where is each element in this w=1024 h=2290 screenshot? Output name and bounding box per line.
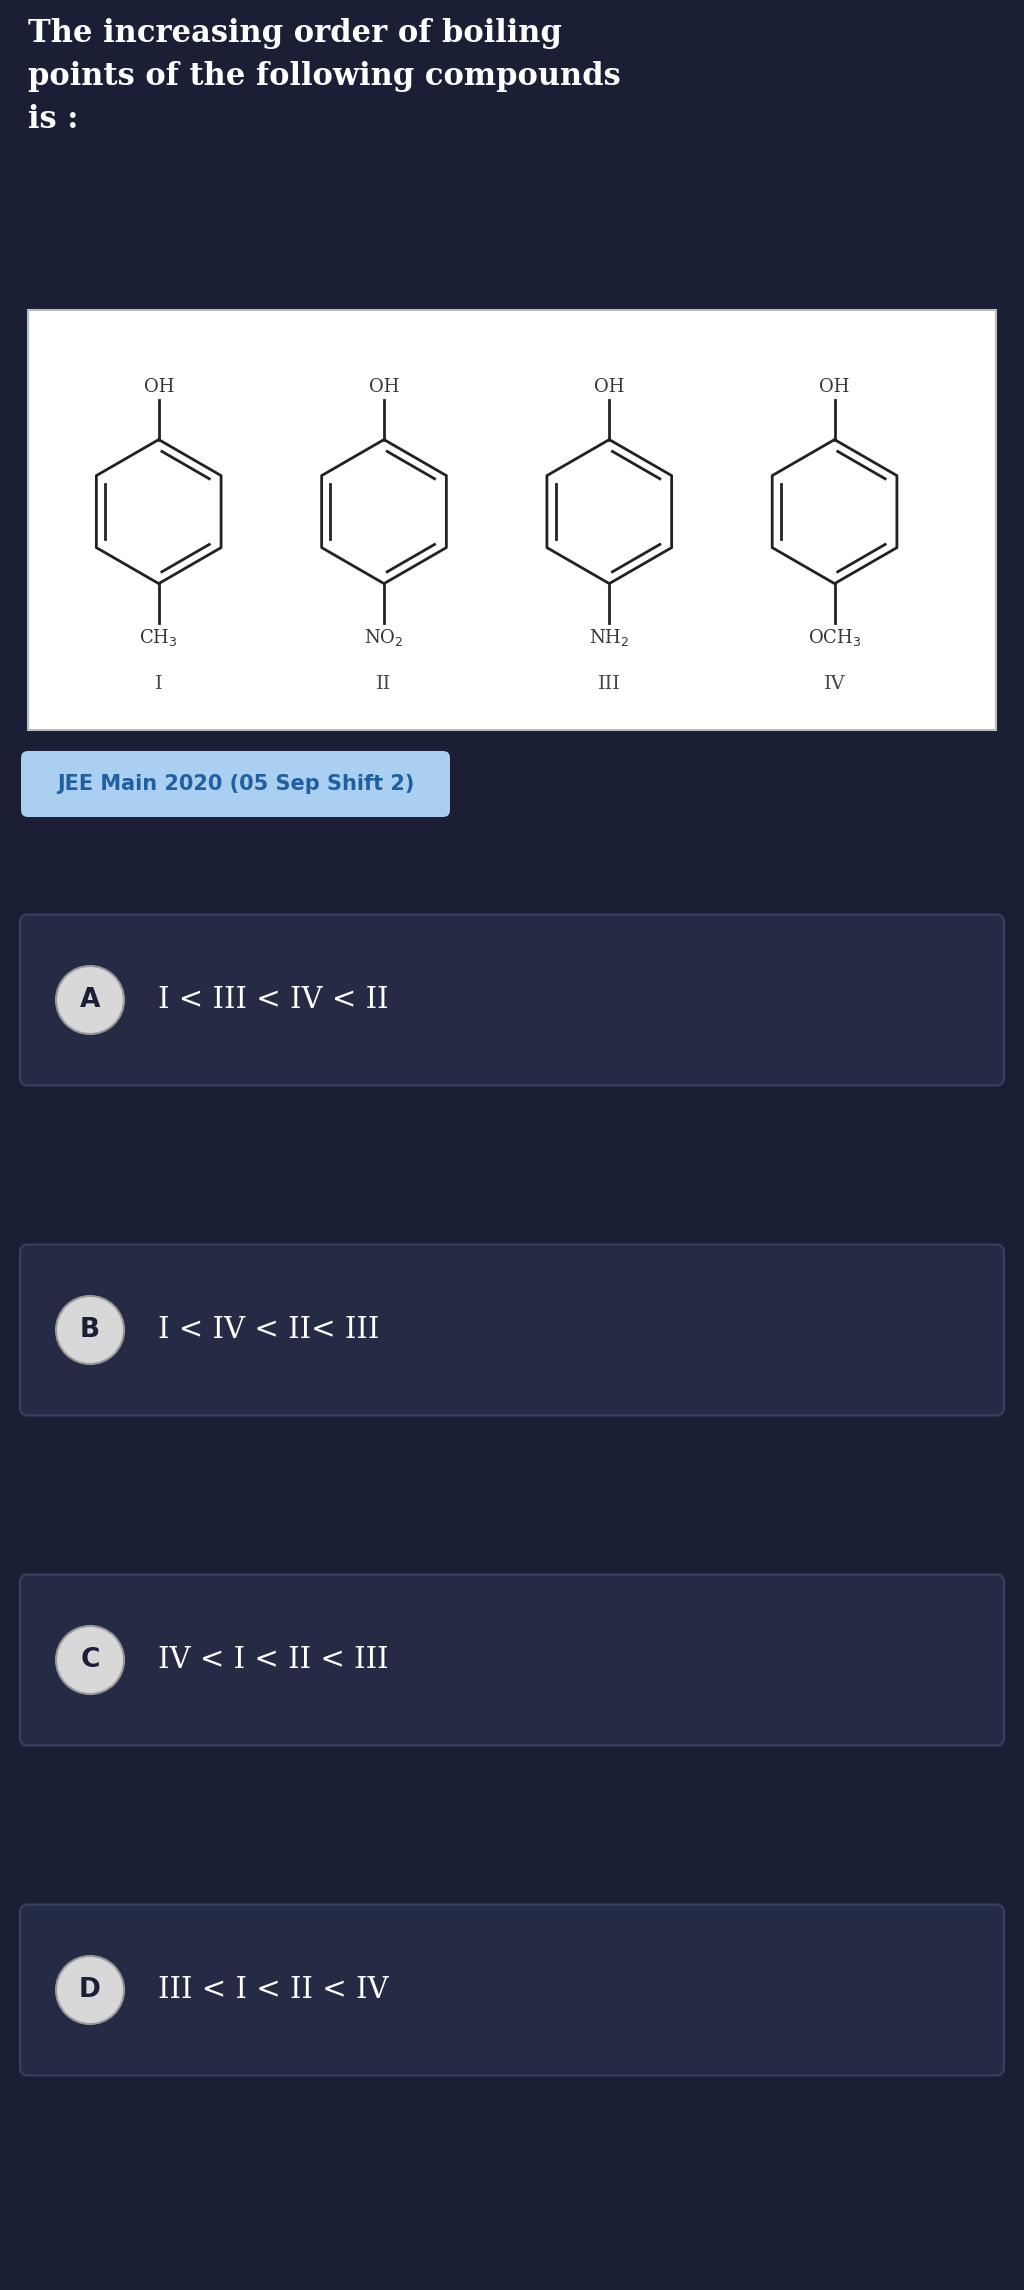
Text: C: C bbox=[80, 1647, 99, 1674]
Text: I < III < IV < II: I < III < IV < II bbox=[158, 987, 389, 1014]
FancyBboxPatch shape bbox=[20, 1576, 1004, 1745]
Circle shape bbox=[56, 966, 124, 1035]
Text: D: D bbox=[79, 1976, 101, 2004]
Text: NH$_2$: NH$_2$ bbox=[589, 627, 630, 648]
Text: OH: OH bbox=[369, 378, 399, 396]
Text: CH$_3$: CH$_3$ bbox=[139, 627, 178, 648]
Text: B: B bbox=[80, 1317, 100, 1342]
Text: IV: IV bbox=[823, 676, 846, 694]
Text: IV < I < II < III: IV < I < II < III bbox=[158, 1647, 389, 1674]
Text: I: I bbox=[155, 676, 163, 694]
Circle shape bbox=[56, 1956, 124, 2024]
Text: OH: OH bbox=[594, 378, 625, 396]
FancyBboxPatch shape bbox=[20, 914, 1004, 1085]
Text: A: A bbox=[80, 987, 100, 1012]
Circle shape bbox=[56, 1296, 124, 1365]
FancyBboxPatch shape bbox=[20, 1905, 1004, 2075]
FancyBboxPatch shape bbox=[28, 309, 996, 731]
Text: OCH$_3$: OCH$_3$ bbox=[808, 627, 861, 648]
Text: II: II bbox=[377, 676, 391, 694]
FancyBboxPatch shape bbox=[20, 1243, 1004, 1415]
FancyBboxPatch shape bbox=[22, 751, 450, 818]
Text: NO$_2$: NO$_2$ bbox=[365, 627, 403, 648]
Text: III: III bbox=[598, 676, 621, 694]
Text: OH: OH bbox=[819, 378, 850, 396]
Text: JEE Main 2020 (05 Sep Shift 2): JEE Main 2020 (05 Sep Shift 2) bbox=[56, 774, 414, 795]
Text: I < IV < II< III: I < IV < II< III bbox=[158, 1317, 379, 1344]
Circle shape bbox=[56, 1626, 124, 1695]
Text: III < I < II < IV: III < I < II < IV bbox=[158, 1976, 389, 2004]
Text: OH: OH bbox=[143, 378, 174, 396]
Text: The increasing order of boiling
points of the following compounds
is :: The increasing order of boiling points o… bbox=[28, 18, 621, 135]
